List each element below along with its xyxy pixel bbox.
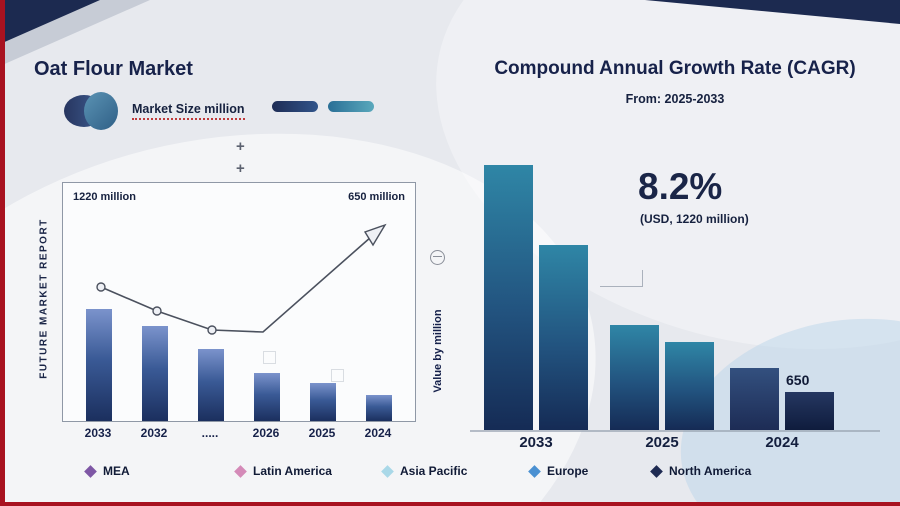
decor-plus-icon: + — [236, 138, 245, 155]
right-chart-title: Compound Annual Growth Rate (CAGR) — [494, 58, 856, 79]
circle-minus-icon — [430, 250, 445, 265]
cagr-bar — [785, 392, 834, 430]
grid-icon — [263, 351, 276, 364]
region-label: North America — [669, 464, 752, 478]
market-size-legend: Market Size million — [64, 92, 245, 130]
cagr-bar — [730, 368, 779, 430]
region-legend-item: Latin America — [234, 464, 332, 478]
market-size-bar — [254, 373, 280, 421]
year-label: 2026 — [252, 426, 280, 440]
region-legend-item: MEA — [84, 464, 130, 478]
cagr-bar — [484, 165, 533, 430]
decor-pill-navy — [272, 101, 318, 112]
market-size-bar — [366, 395, 392, 421]
year-label: 2032 — [140, 426, 168, 440]
region-label: Latin America — [253, 464, 332, 478]
x-axis-line — [470, 430, 880, 432]
cagr-bar — [539, 245, 588, 430]
market-size-chart: 1220 million 650 million — [62, 182, 416, 422]
diamond-icon — [528, 464, 541, 478]
region-legend: MEA Latin America Asia Pacific Europe North … — [0, 464, 900, 490]
market-size-legend-icon — [64, 92, 118, 130]
year-label: 2025 — [308, 426, 336, 440]
year-label: 2024 — [364, 426, 392, 440]
value-annotation-650: 650 million — [348, 191, 405, 203]
market-size-bar — [86, 309, 112, 421]
left-bar-column — [191, 349, 231, 421]
left-chart-title: Oat Flour Market — [34, 58, 193, 80]
region-legend-item: Europe — [528, 464, 589, 478]
region-label: Asia Pacific — [400, 464, 468, 478]
region-legend-item: North America — [650, 464, 752, 478]
decor-plus-icon: + — [236, 160, 245, 177]
market-size-bar — [198, 349, 224, 421]
year-label: 2033 — [84, 426, 112, 440]
region-label: Europe — [547, 464, 589, 478]
cagr-bar — [665, 342, 714, 430]
left-bar-column — [303, 383, 343, 421]
decor-bracket — [600, 270, 643, 287]
cagr-value: 8.2% — [638, 166, 723, 207]
diamond-icon — [381, 464, 394, 478]
decor-pill-teal — [328, 101, 374, 112]
value-annotation-1220: 1220 million — [73, 191, 136, 203]
year-label: 2033 — [519, 434, 553, 451]
right-chart-years: 2033 2025 2024 — [470, 434, 880, 454]
year-label: 2025 — [645, 434, 679, 451]
year-label: ..... — [201, 426, 219, 440]
decor-left-accent-bar — [0, 0, 5, 506]
decor-bottom-accent-bar — [0, 502, 900, 506]
year-label: 2024 — [765, 434, 799, 451]
market-size-legend-label: Market Size million — [132, 102, 245, 120]
cagr-bar-group-2033 — [484, 165, 588, 430]
left-axis-label: FUTURE MARKET REPORT — [38, 218, 50, 379]
region-label: MEA — [103, 464, 130, 478]
value-callout-650: 650 — [786, 372, 810, 388]
diamond-icon — [84, 464, 97, 478]
left-bar-column — [135, 326, 175, 421]
market-size-bar — [310, 383, 336, 421]
right-chart-bars — [470, 160, 880, 430]
cagr-chart: 650 — [470, 160, 880, 432]
market-size-bar — [142, 326, 168, 421]
grid-icon — [331, 369, 344, 382]
decor-pills — [272, 101, 374, 112]
diamond-icon — [650, 464, 663, 478]
right-chart-subtitle: From: 2025-2033 — [625, 92, 725, 106]
left-chart-years: 2033 2032..... 2026 2025 2024 — [62, 426, 414, 440]
left-bar-column — [359, 395, 399, 421]
diamond-icon — [234, 464, 247, 478]
cagr-bar-group-2024 — [730, 368, 834, 430]
region-legend-item: Asia Pacific — [381, 464, 468, 478]
right-axis-label: Value by million — [432, 309, 444, 393]
left-bar-column — [247, 373, 287, 421]
left-bar-column — [79, 309, 119, 421]
cagr-bar — [610, 325, 659, 430]
cagr-note: (USD, 1220 million) — [640, 212, 749, 226]
left-chart-bars — [63, 309, 415, 421]
cagr-bar-group-2025 — [610, 325, 714, 430]
